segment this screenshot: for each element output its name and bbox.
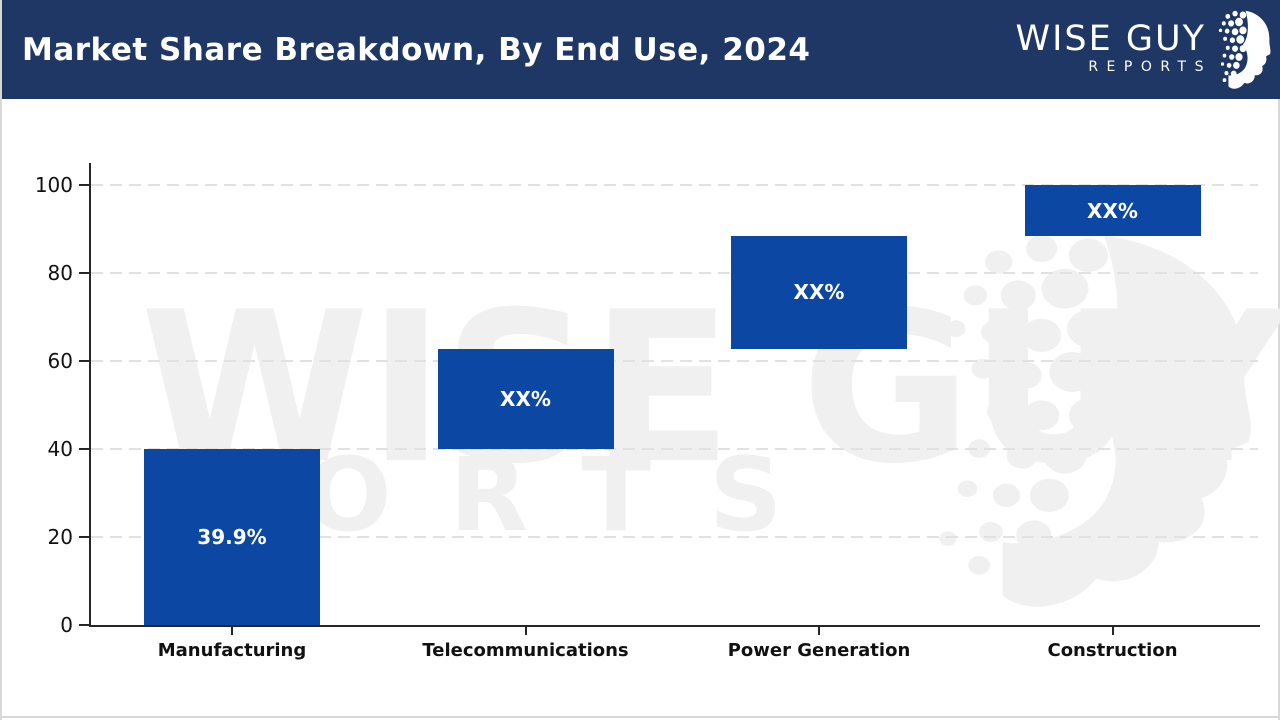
bar-segment: XX% xyxy=(437,348,614,450)
x-tick-mark xyxy=(1111,627,1114,635)
bar-segment: XX% xyxy=(1024,185,1201,237)
bar-segment: 39.9% xyxy=(144,449,320,625)
bar-data-label: 39.9% xyxy=(197,525,267,550)
y-tick-mark xyxy=(79,448,89,450)
x-category-label: Construction xyxy=(1047,640,1178,661)
y-tick-label: 100 xyxy=(34,173,73,197)
wiseguy-logo-line1: WISE GUY xyxy=(1015,19,1206,59)
y-gridline xyxy=(91,448,1258,450)
x-category-label: Power Generation xyxy=(727,640,911,661)
wiseguy-head-icon xyxy=(1218,10,1271,89)
header-bar: Market Share Breakdown, By End Use, 2024… xyxy=(2,0,1280,99)
y-tick-mark xyxy=(79,624,89,626)
bar-data-label: XX% xyxy=(500,387,551,412)
x-category-label: Manufacturing xyxy=(157,640,307,661)
y-gridline xyxy=(91,360,1258,362)
x-tick-mark xyxy=(524,627,527,635)
x-tick-mark xyxy=(231,627,233,635)
wiseguy-logo: WISE GUY REPORTS xyxy=(1015,6,1271,94)
chart-title: Market Share Breakdown, By End Use, 2024 xyxy=(22,31,811,68)
y-tick-mark xyxy=(79,184,89,186)
y-tick-mark xyxy=(79,360,89,362)
x-category-label: Telecommunications xyxy=(422,640,629,661)
y-axis-line xyxy=(89,163,91,627)
bar-data-label: XX% xyxy=(1087,198,1138,223)
y-tick-label: 40 xyxy=(47,437,73,461)
y-tick-mark xyxy=(79,536,89,538)
y-gridline xyxy=(91,536,1258,538)
wiseguy-logo-text: WISE GUY REPORTS xyxy=(1015,20,1206,76)
y-gridline xyxy=(91,272,1258,274)
wiseguy-logo-line2: REPORTS xyxy=(1088,59,1212,75)
x-axis-line xyxy=(89,625,1260,627)
y-tick-label: 60 xyxy=(47,349,73,373)
y-tick-label: 20 xyxy=(47,525,73,549)
bar-segment: XX% xyxy=(731,236,907,349)
bar-data-label: XX% xyxy=(793,280,845,305)
y-tick-label: 80 xyxy=(47,261,73,285)
y-gridline xyxy=(91,184,1258,186)
y-tick-label: 0 xyxy=(60,613,73,637)
x-tick-mark xyxy=(818,627,820,635)
y-tick-mark xyxy=(79,272,89,274)
